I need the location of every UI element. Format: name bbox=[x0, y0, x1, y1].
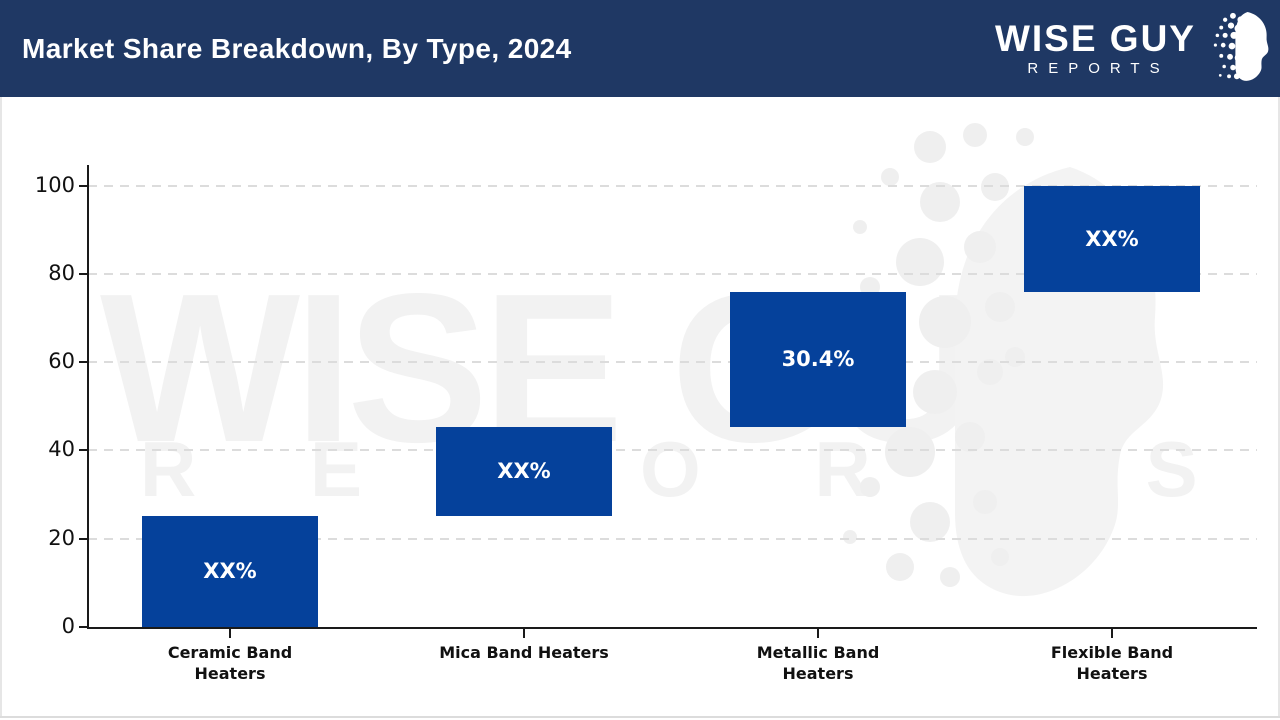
y-tick-label-60: 60 bbox=[48, 349, 75, 374]
y-tick-20 bbox=[79, 537, 87, 540]
y-tick-40 bbox=[79, 449, 87, 452]
y-tick-label-20: 20 bbox=[48, 525, 75, 550]
waterfall-chart: WISE GUY R E P O R T S bbox=[0, 97, 1280, 720]
watermark: WISE GUY R E P O R T S bbox=[0, 97, 1280, 720]
x-tick bbox=[817, 629, 819, 638]
page-border-right bbox=[1278, 97, 1280, 718]
x-axis-line bbox=[87, 627, 1257, 629]
page-border-bottom bbox=[0, 716, 1280, 718]
x-tick-label: Flexible Band Heaters bbox=[1050, 643, 1174, 684]
x-tick-label: Ceramic Band Heaters bbox=[167, 643, 293, 684]
bar-segment: 30.4% bbox=[730, 292, 906, 427]
bar-value-label: XX% bbox=[497, 459, 551, 484]
gridline-60 bbox=[88, 361, 1257, 364]
bar-segment: XX% bbox=[436, 426, 612, 516]
y-tick-label-0: 0 bbox=[61, 614, 75, 638]
bar-value-label: XX% bbox=[1085, 226, 1139, 251]
gridline-40 bbox=[88, 449, 1257, 452]
y-tick-label-80: 80 bbox=[48, 260, 75, 285]
logo-wordmark: WISE GUY bbox=[994, 18, 1196, 59]
wise-guy-reports-logo: WISE GUY REPORTS bbox=[995, 0, 1270, 97]
bar-value-label: XX% bbox=[203, 559, 257, 584]
y-tick-label-100: 100 bbox=[34, 172, 75, 197]
y-tick-60 bbox=[79, 361, 87, 364]
y-tick-0 bbox=[79, 626, 87, 628]
gridline-100 bbox=[88, 184, 1257, 187]
gridline-20 bbox=[88, 537, 1257, 540]
y-axis-line bbox=[87, 165, 89, 629]
y-tick-80 bbox=[79, 272, 87, 275]
x-tick bbox=[523, 629, 525, 638]
bar-segment: XX% bbox=[142, 515, 318, 627]
x-tick bbox=[1111, 629, 1113, 638]
header-bar: Market Share Breakdown, By Type, 2024 WI… bbox=[0, 0, 1280, 97]
gridline-80 bbox=[88, 272, 1257, 275]
x-tick-label: Metallic Band Heaters bbox=[756, 643, 880, 684]
y-tick-100 bbox=[79, 184, 87, 187]
bar-segment: XX% bbox=[1024, 185, 1200, 293]
logo-text: WISE GUY REPORTS bbox=[995, 20, 1196, 77]
logo-subtitle: REPORTS bbox=[1027, 60, 1170, 77]
bar-value-label: 30.4% bbox=[781, 347, 855, 372]
x-tick bbox=[229, 629, 231, 638]
y-tick-label-40: 40 bbox=[48, 437, 75, 462]
x-tick-label: Mica Band Heaters bbox=[439, 643, 609, 662]
page-border-left bbox=[0, 97, 2, 718]
logo-face-icon bbox=[1213, 11, 1269, 81]
page-title: Market Share Breakdown, By Type, 2024 bbox=[22, 32, 572, 64]
